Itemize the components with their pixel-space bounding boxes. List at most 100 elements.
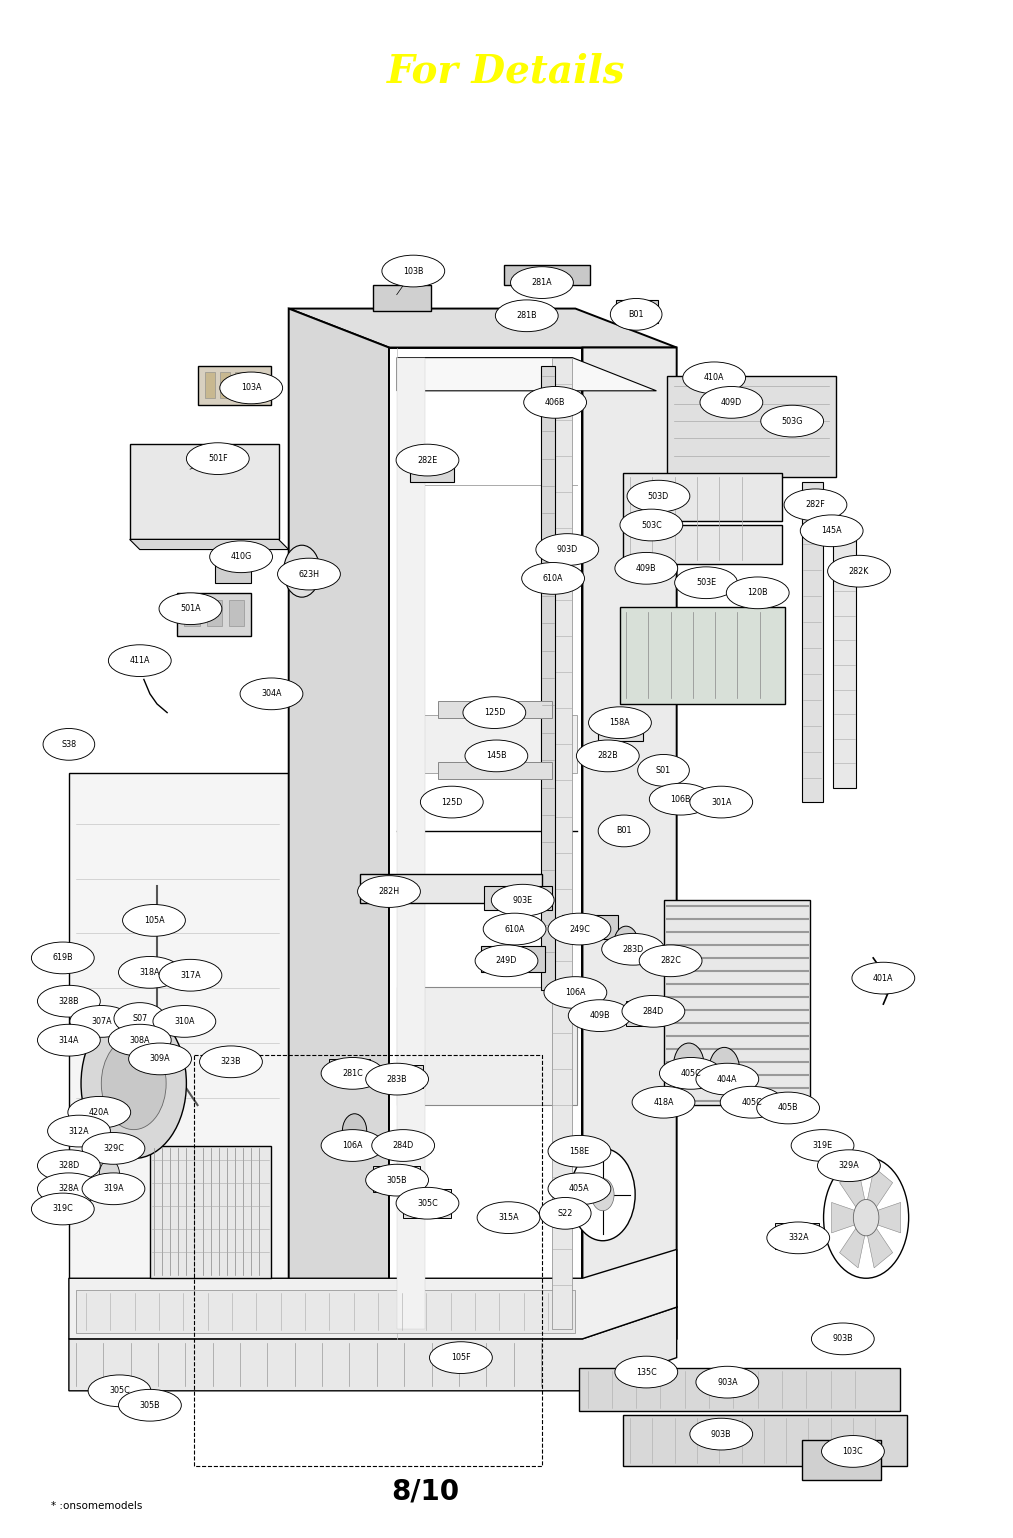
Polygon shape (481, 946, 545, 972)
Ellipse shape (37, 1150, 100, 1181)
Ellipse shape (483, 914, 546, 944)
Polygon shape (207, 600, 222, 626)
Polygon shape (250, 372, 260, 398)
Ellipse shape (420, 786, 483, 818)
Text: 158E: 158E (569, 1147, 590, 1155)
Ellipse shape (690, 1418, 753, 1450)
Text: 301A: 301A (711, 798, 731, 806)
Polygon shape (775, 1223, 819, 1249)
Ellipse shape (548, 1173, 611, 1204)
Polygon shape (329, 1060, 370, 1080)
Circle shape (51, 1189, 71, 1218)
Text: S01: S01 (656, 766, 671, 775)
Ellipse shape (548, 914, 611, 944)
Polygon shape (802, 1440, 881, 1480)
Text: 284D: 284D (643, 1007, 664, 1015)
Text: 305B: 305B (140, 1401, 160, 1410)
Ellipse shape (675, 568, 737, 598)
Text: 903A: 903A (717, 1378, 737, 1387)
Text: 103B: 103B (403, 266, 423, 275)
Text: 314A: 314A (59, 1035, 79, 1044)
Text: 903E: 903E (513, 895, 533, 904)
Ellipse shape (119, 1389, 181, 1421)
Text: 103A: 103A (241, 383, 261, 392)
Ellipse shape (696, 1063, 759, 1095)
Ellipse shape (186, 443, 249, 475)
Ellipse shape (544, 977, 607, 1009)
Ellipse shape (522, 563, 585, 594)
Text: 903B: 903B (833, 1335, 853, 1343)
Text: 120B: 120B (748, 589, 768, 597)
Polygon shape (184, 600, 200, 626)
Polygon shape (130, 444, 279, 540)
Text: B01: B01 (616, 826, 632, 835)
Text: 282B: 282B (598, 752, 618, 760)
Polygon shape (397, 358, 656, 391)
Ellipse shape (31, 943, 94, 974)
Text: 315A: 315A (498, 1213, 519, 1223)
Text: 281A: 281A (532, 278, 552, 288)
Polygon shape (545, 1203, 582, 1223)
Polygon shape (552, 358, 572, 1329)
Ellipse shape (615, 1357, 678, 1387)
Polygon shape (373, 1166, 420, 1192)
Polygon shape (229, 600, 244, 626)
Text: 125D: 125D (441, 798, 463, 806)
Polygon shape (69, 1249, 677, 1340)
Text: 317A: 317A (180, 970, 201, 980)
Ellipse shape (817, 1150, 880, 1181)
Ellipse shape (791, 1129, 854, 1161)
Circle shape (81, 1009, 186, 1158)
Text: 305C: 305C (109, 1386, 130, 1395)
Ellipse shape (321, 1129, 384, 1161)
Circle shape (709, 1047, 739, 1090)
Ellipse shape (465, 740, 528, 772)
Polygon shape (76, 1290, 575, 1333)
Ellipse shape (31, 1193, 94, 1224)
Polygon shape (397, 987, 577, 1106)
Circle shape (101, 1037, 166, 1129)
Text: 903B: 903B (711, 1430, 731, 1438)
Ellipse shape (210, 541, 272, 572)
Ellipse shape (852, 963, 915, 994)
Ellipse shape (524, 386, 587, 418)
Circle shape (284, 544, 320, 597)
Ellipse shape (767, 1223, 830, 1253)
Polygon shape (397, 715, 577, 774)
Polygon shape (438, 761, 552, 778)
Text: S07: S07 (132, 1014, 148, 1023)
Ellipse shape (649, 783, 712, 815)
Text: 405C: 405C (742, 1098, 762, 1107)
Polygon shape (289, 1307, 677, 1367)
Text: 307A: 307A (91, 1017, 111, 1026)
Ellipse shape (540, 1198, 592, 1229)
Ellipse shape (632, 1086, 695, 1118)
Ellipse shape (800, 515, 863, 546)
Polygon shape (215, 554, 251, 583)
Text: 409B: 409B (590, 1010, 610, 1020)
Ellipse shape (757, 1092, 820, 1124)
Text: 619B: 619B (53, 954, 73, 963)
Ellipse shape (761, 404, 824, 437)
Ellipse shape (70, 1006, 133, 1037)
Ellipse shape (366, 1063, 428, 1095)
Ellipse shape (511, 266, 573, 298)
Text: 323B: 323B (221, 1057, 241, 1066)
Ellipse shape (396, 444, 459, 475)
Circle shape (878, 970, 894, 994)
Text: 404A: 404A (717, 1075, 737, 1084)
Text: For Details: For Details (387, 52, 626, 91)
Polygon shape (802, 481, 823, 803)
Text: 103C: 103C (843, 1447, 863, 1456)
Text: 106A: 106A (342, 1141, 363, 1150)
Text: 501A: 501A (180, 604, 201, 614)
Ellipse shape (200, 1046, 262, 1078)
Text: 305B: 305B (387, 1175, 407, 1184)
Text: S22: S22 (557, 1209, 573, 1218)
Ellipse shape (108, 644, 171, 677)
Text: 304A: 304A (261, 689, 282, 698)
Ellipse shape (129, 1043, 191, 1075)
Ellipse shape (690, 786, 753, 818)
Text: 283D: 283D (623, 944, 643, 954)
Ellipse shape (396, 1187, 459, 1220)
